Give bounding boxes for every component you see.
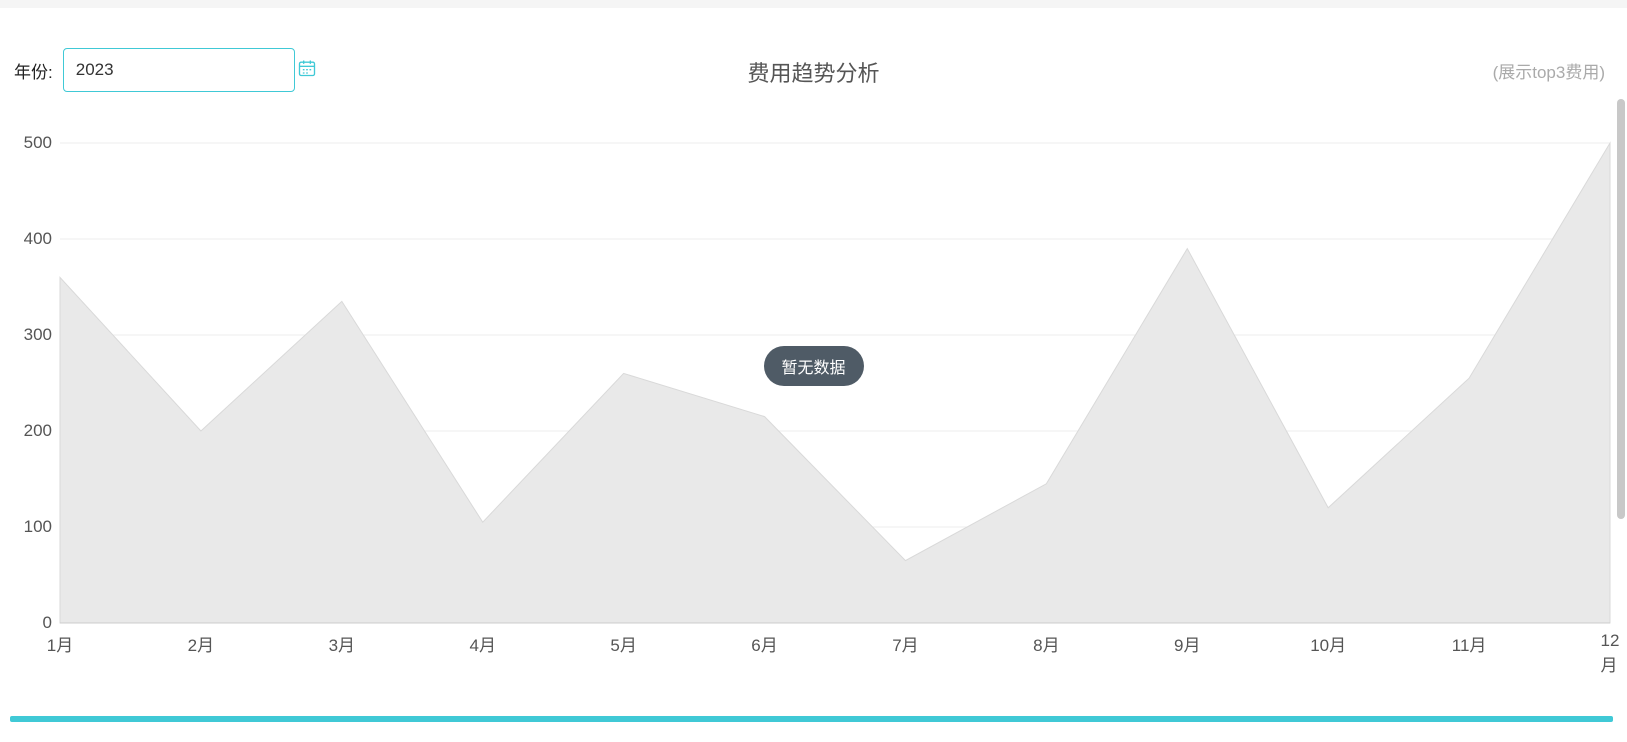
x-tick-label: 5月 — [610, 631, 636, 656]
x-tick-label: 4月 — [469, 631, 495, 656]
x-tick-label: 8月 — [1033, 631, 1059, 656]
x-tick-label: 11月 — [1452, 631, 1487, 656]
y-tick-label: 0 — [6, 613, 52, 633]
y-tick-label: 400 — [6, 229, 52, 249]
chart-subtitle: (展示top3费用) — [1493, 58, 1605, 83]
scrollbar-track[interactable] — [1617, 91, 1625, 623]
x-tick-label: 12月 — [1601, 631, 1620, 676]
header: 年份: 费用趋势分析 (展示top3费用) — [0, 8, 1627, 83]
top-bar — [0, 0, 1627, 8]
x-tick-label: 10月 — [1310, 631, 1346, 656]
tooltip-text: 暂无数据 — [781, 360, 845, 377]
x-tick-label: 1月 — [47, 631, 73, 656]
year-label: 年份: — [14, 58, 53, 83]
x-tick-label: 6月 — [751, 631, 777, 656]
no-data-tooltip: 暂无数据 — [763, 346, 863, 386]
year-input[interactable] — [76, 60, 297, 80]
x-tick-label: 3月 — [329, 631, 355, 656]
x-tick-label: 2月 — [188, 631, 214, 656]
x-tick-label: 7月 — [892, 631, 918, 656]
y-tick-label: 500 — [6, 133, 52, 153]
calendar-icon[interactable] — [297, 58, 317, 83]
x-tick-label: 9月 — [1174, 631, 1200, 656]
scrollbar-thumb[interactable] — [1617, 99, 1625, 519]
footer-accent-bar — [10, 716, 1613, 722]
y-tick-label: 200 — [6, 421, 52, 441]
y-tick-label: 300 — [6, 325, 52, 345]
y-tick-label: 100 — [6, 517, 52, 537]
chart-area: 暂无数据 0 100 200 300 400 500 1月 2月 3月 4月 5月 6月 7月 8月 9月 1… — [0, 83, 1627, 683]
